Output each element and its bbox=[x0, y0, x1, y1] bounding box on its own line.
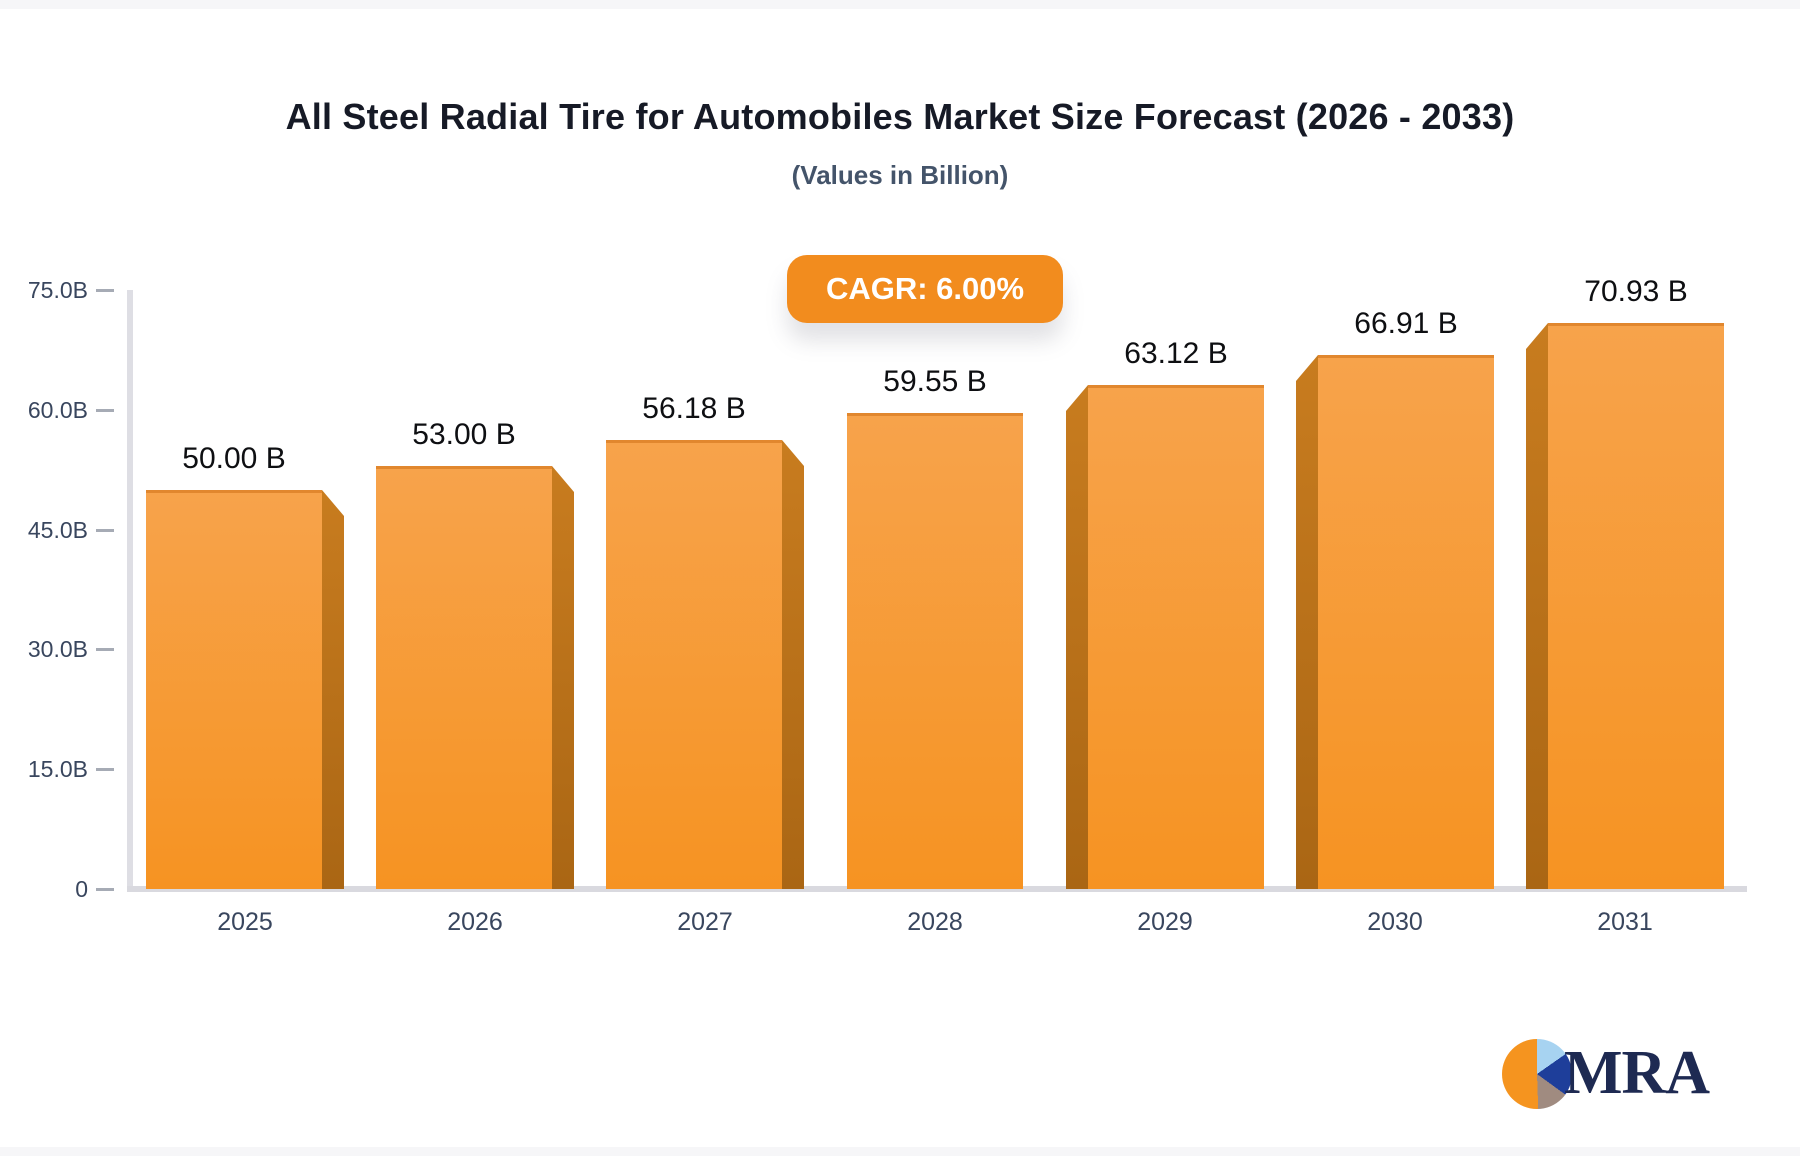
y-tick-label: 15.0B bbox=[27, 756, 88, 782]
cagr-badge-label: CAGR: 6.00% bbox=[825, 271, 1025, 306]
y-tick-mark bbox=[96, 768, 114, 771]
bar-value-label: 50.00 B bbox=[182, 442, 286, 475]
x-tick-label: 2030 bbox=[1367, 908, 1423, 936]
bar-3d-side bbox=[1526, 323, 1548, 889]
y-tick-label: 60.0B bbox=[27, 397, 88, 423]
bar-3d-side bbox=[322, 490, 344, 889]
bar-2026 bbox=[376, 466, 552, 889]
x-tick-label: 2027 bbox=[677, 908, 733, 936]
y-tick-label: 75.0B bbox=[27, 277, 88, 303]
x-tick-label: 2031 bbox=[1597, 908, 1653, 936]
x-axis-baseline bbox=[127, 886, 1747, 892]
x-tick-label: 2026 bbox=[447, 908, 503, 936]
bar-value-label: 70.93 B bbox=[1584, 275, 1688, 308]
logo-text: MRA bbox=[1564, 1039, 1710, 1107]
bar-2025 bbox=[146, 490, 322, 889]
bar-2029 bbox=[1088, 385, 1264, 889]
bar-2028 bbox=[847, 413, 1023, 889]
bar-3d-side bbox=[552, 466, 574, 889]
chart-subtitle: (Values in Billion) bbox=[791, 160, 1009, 190]
y-tick-label: 30.0B bbox=[27, 636, 88, 662]
pie-chart-logo-icon bbox=[1502, 1038, 1572, 1109]
bar-2027 bbox=[606, 440, 782, 889]
y-axis-line bbox=[127, 290, 133, 892]
bar-3d-side bbox=[782, 440, 804, 889]
chart-title: All Steel Radial Tire for Automobiles Ma… bbox=[285, 96, 1515, 137]
y-tick-mark bbox=[96, 409, 114, 412]
y-tick-mark bbox=[96, 289, 114, 292]
y-tick-mark bbox=[96, 648, 114, 651]
y-tick-label: 0 bbox=[75, 876, 88, 902]
cagr-badge: CAGR: 6.00% bbox=[787, 255, 1063, 323]
bar-value-label: 56.18 B bbox=[642, 392, 746, 425]
bar-value-label: 59.55 B bbox=[883, 365, 987, 398]
bar-3d-side bbox=[1066, 385, 1088, 889]
y-tick-mark bbox=[96, 888, 114, 891]
y-tick-mark bbox=[96, 529, 114, 532]
x-tick-label: 2029 bbox=[1137, 908, 1193, 936]
bar-value-label: 53.00 B bbox=[412, 418, 516, 451]
x-tick-label: 2028 bbox=[907, 908, 963, 936]
mra-logo: MRA bbox=[1502, 1038, 1710, 1109]
bar-2031 bbox=[1548, 323, 1724, 889]
bar-value-label: 66.91 B bbox=[1354, 307, 1458, 340]
x-tick-label: 2025 bbox=[217, 908, 273, 936]
y-tick-label: 45.0B bbox=[27, 517, 88, 543]
bar-value-label: 63.12 B bbox=[1124, 337, 1228, 370]
bar-2030 bbox=[1318, 355, 1494, 889]
bar-3d-side bbox=[1296, 355, 1318, 889]
